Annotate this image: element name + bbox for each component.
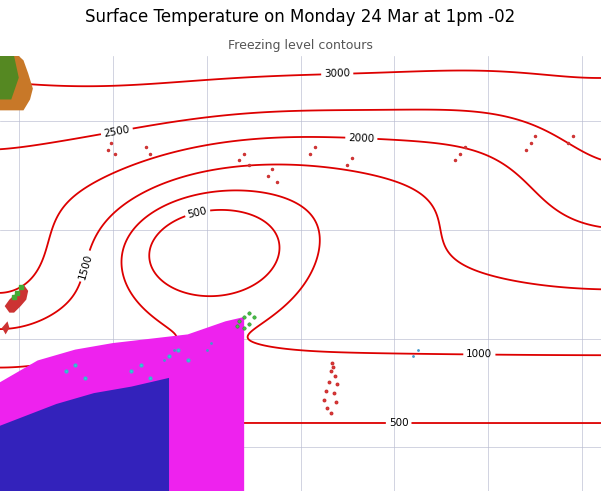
Text: Surface Temperature on Monday 24 Mar at 1pm -02: Surface Temperature on Monday 24 Mar at … — [85, 8, 516, 26]
Polygon shape — [0, 317, 244, 491]
Text: 3000: 3000 — [324, 69, 350, 80]
Text: 2500: 2500 — [103, 124, 130, 138]
Text: 2000: 2000 — [348, 133, 374, 144]
Text: 1000: 1000 — [466, 350, 492, 359]
Polygon shape — [0, 404, 188, 491]
Polygon shape — [0, 56, 33, 110]
Polygon shape — [2, 321, 10, 334]
Polygon shape — [0, 56, 19, 100]
Polygon shape — [0, 378, 169, 491]
Text: 500: 500 — [389, 418, 409, 428]
Text: Freezing level contours: Freezing level contours — [228, 39, 373, 53]
Text: 500: 500 — [187, 206, 208, 219]
Polygon shape — [5, 284, 28, 313]
Text: 1500: 1500 — [77, 252, 94, 280]
